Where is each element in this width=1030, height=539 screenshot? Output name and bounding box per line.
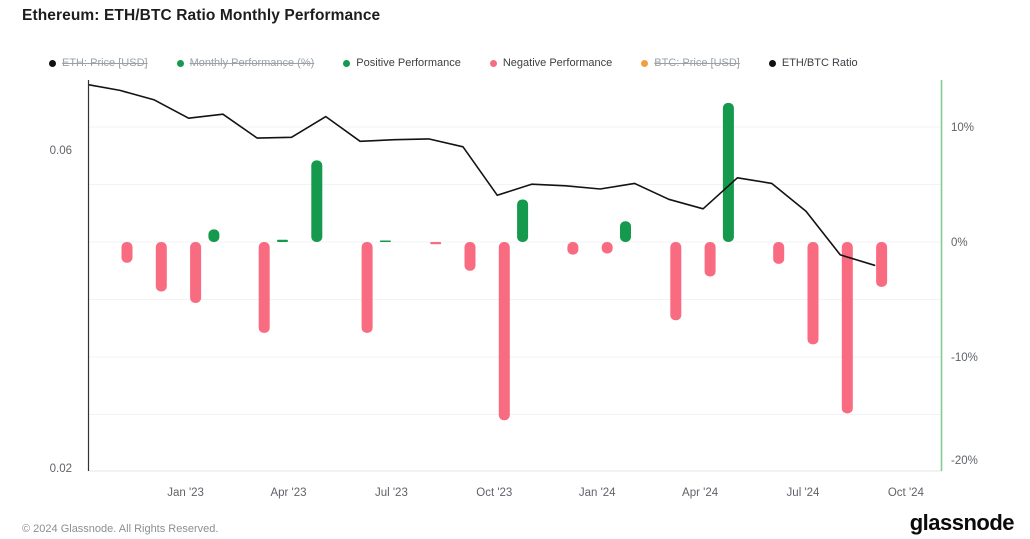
y-right-tick-label: -20% — [951, 455, 978, 467]
bar-apr-24 — [704, 242, 716, 277]
x-tick-label: Jul '23 — [375, 487, 408, 499]
x-tick-label: Apr '23 — [270, 487, 306, 499]
y-left-tick-label: 0.02 — [50, 463, 72, 475]
x-tick-label: Jan '24 — [579, 487, 616, 499]
bar-nov-23 — [517, 199, 529, 242]
bar-feb-24 — [620, 221, 631, 242]
legend-item-label: ETH/BTC Ratio — [781, 57, 858, 69]
legend-item-label: BTC: Price [USD] — [654, 57, 740, 69]
ethbtc-ratio-line — [88, 84, 876, 267]
x-tick-label: Oct '23 — [476, 487, 512, 499]
bar-mar-24 — [670, 242, 682, 321]
legend-item-eth-btc-ratio[interactable]: ETH/BTC Ratio — [768, 57, 858, 69]
y-left-tick-label: 0.06 — [50, 145, 72, 157]
legend-item-positive-performance[interactable]: Positive Performance — [343, 57, 461, 69]
bar-jul-24 — [807, 242, 819, 345]
bar-jul-23 — [379, 240, 391, 242]
bar-may-23 — [311, 160, 323, 242]
y-right-tick-label: -10% — [951, 352, 978, 364]
legend-dot-icon — [768, 59, 776, 67]
bar-apr-23 — [277, 239, 288, 242]
legend-item-monthly-performance[interactable]: Monthly Performance (%) — [176, 57, 315, 69]
legend-item-label: Positive Performance — [356, 57, 461, 69]
legend-item-negative-performance[interactable]: Negative Performance — [489, 57, 613, 69]
legend-dot-icon — [176, 59, 184, 67]
bar-feb-23 — [208, 229, 220, 242]
legend-dot-icon — [641, 59, 649, 67]
x-tick-label: Apr '24 — [682, 487, 719, 499]
legend-item-eth-price-usd[interactable]: ETH: Price [USD] — [49, 57, 148, 69]
bar-aug-23 — [430, 242, 442, 245]
x-tick-label: Jul '24 — [787, 487, 820, 499]
bar-nov-22 — [121, 242, 133, 263]
y-right-tick-label: 10% — [951, 122, 974, 134]
legend-item-label: Negative Performance — [502, 57, 613, 69]
bar-sep-23 — [464, 242, 476, 271]
bar-dec-23 — [567, 242, 579, 255]
legend: ETH: Price [USD] Monthly Performance (%) P… — [49, 57, 858, 69]
bar-aug-24 — [841, 242, 853, 414]
bar-jun-24 — [773, 242, 785, 264]
y-right-tick-label: 0% — [951, 237, 968, 249]
bar-jun-23 — [361, 242, 373, 333]
bar-may-24 — [722, 102, 734, 242]
x-tick-label: Oct '24 — [888, 487, 925, 499]
bar-dec-22 — [155, 242, 167, 292]
bar-sep-24 — [876, 242, 888, 287]
page-title: Ethereum: ETH/BTC Ratio Monthly Performa… — [22, 7, 381, 24]
bar-jan-24 — [601, 242, 613, 254]
legend-dot-icon — [489, 59, 497, 67]
bar-jan-23 — [190, 242, 202, 303]
legend-item-label: Monthly Performance (%) — [189, 57, 315, 69]
x-tick-label: Jan '23 — [167, 487, 204, 499]
legend-item-btc-price-usd[interactable]: BTC: Price [USD] — [641, 57, 740, 69]
bar-oct-23 — [498, 242, 510, 421]
legend-dot-icon — [49, 59, 56, 67]
copyright-text: © 2024 Glassnode. All Rights Reserved. — [22, 523, 219, 535]
bar-mar-23 — [258, 242, 270, 333]
glassnode-logo: glassnode — [909, 510, 1015, 535]
legend-item-label: ETH: Price [USD] — [62, 57, 148, 69]
legend-dot-icon — [343, 59, 351, 67]
